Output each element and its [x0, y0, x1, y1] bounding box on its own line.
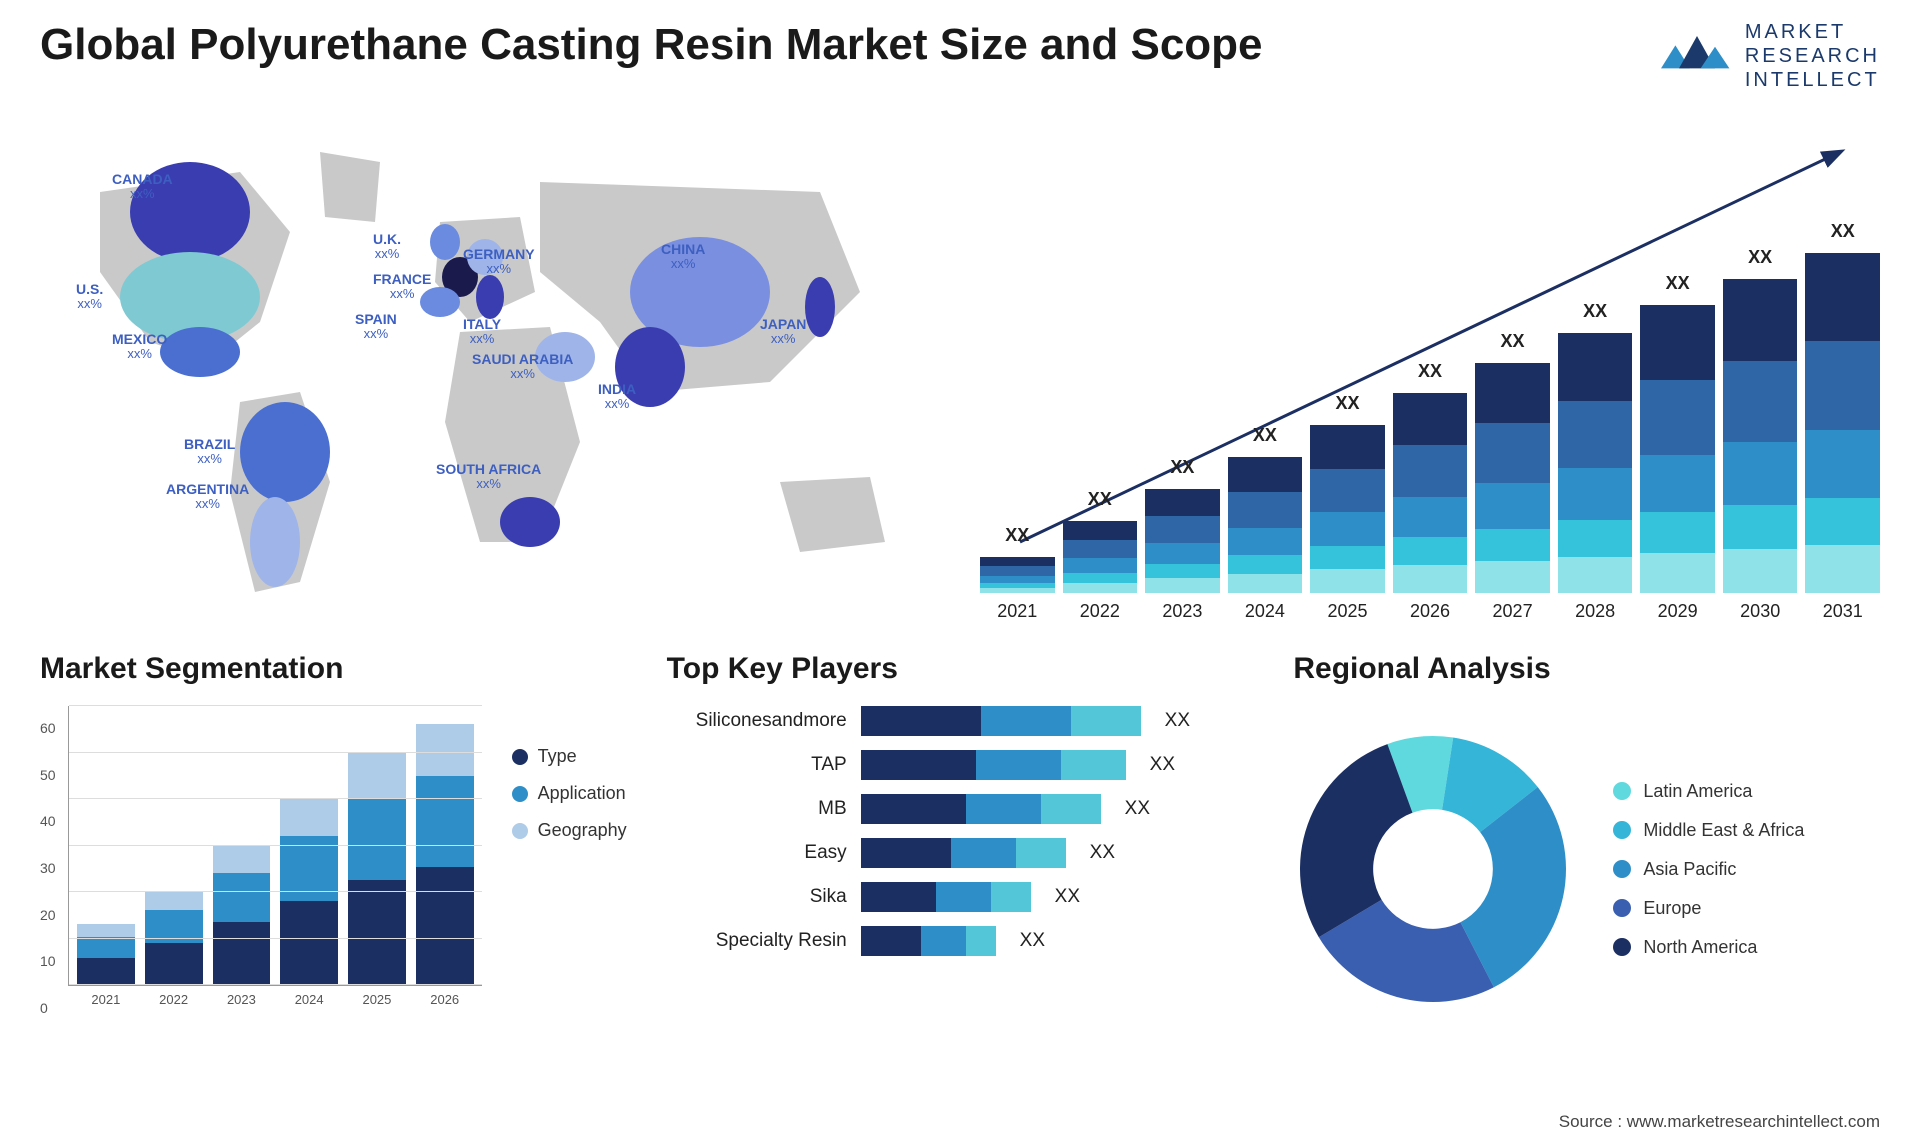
logo-line2: RESEARCH: [1745, 44, 1880, 68]
logo-line3: INTELLECT: [1745, 68, 1880, 92]
reg-legend-latin-america: Latin America: [1613, 781, 1804, 802]
growth-bar-2024: XX2024: [1228, 457, 1303, 622]
regional-legend: Latin America Middle East & Africa Asia Pa…: [1613, 781, 1804, 958]
seg-bar-2025: 2025: [348, 752, 406, 985]
brand-logo: MARKET RESEARCH INTELLECT: [1661, 20, 1880, 92]
segmentation-chart: 2021202220232024202520260102030405060: [40, 706, 482, 1032]
regional-panel: Regional Analysis Latin America Middle Ea…: [1293, 652, 1880, 1032]
seg-legend-application: Application: [512, 783, 627, 804]
regional-title: Regional Analysis: [1293, 652, 1880, 686]
kp-row-specialty-resin: Specialty ResinXX: [677, 926, 1254, 956]
donut-slice-north-america: [1300, 744, 1412, 937]
growth-bar-2031: XX2031: [1805, 253, 1880, 622]
regional-donut-chart: [1293, 729, 1573, 1009]
map-label-mexico: MEXICOxx%: [112, 332, 167, 362]
growth-bar-2022: XX2022: [1063, 521, 1138, 622]
seg-legend-type: Type: [512, 746, 627, 767]
reg-legend-middle-east-africa: Middle East & Africa: [1613, 820, 1804, 841]
map-label-spain: SPAINxx%: [355, 312, 397, 342]
map-label-india: INDIAxx%: [598, 382, 636, 412]
map-label-japan: JAPANxx%: [760, 317, 806, 347]
kp-row-easy: EasyXX: [677, 838, 1254, 868]
seg-bar-2021: 2021: [77, 924, 135, 985]
kp-row-mb: MBXX: [677, 794, 1254, 824]
map-label-china: CHINAxx%: [661, 242, 705, 272]
key-players-title: Top Key Players: [667, 652, 1254, 686]
logo-mountains-icon: [1661, 30, 1733, 83]
growth-bar-2030: XX2030: [1723, 279, 1798, 622]
map-label-argentina: ARGENTINAxx%: [166, 482, 249, 512]
map-label-canada: CANADAxx%: [112, 172, 173, 202]
segmentation-panel: Market Segmentation 20212022202320242025…: [40, 652, 627, 1032]
growth-bar-2028: XX2028: [1558, 333, 1633, 622]
map-label-italy: ITALYxx%: [463, 317, 501, 347]
seg-legend-geography: Geography: [512, 820, 627, 841]
segmentation-legend: Type Application Geography: [512, 706, 627, 1032]
map-label-u.s.: U.S.xx%: [76, 282, 103, 312]
map-label-brazil: BRAZILxx%: [184, 437, 235, 467]
growth-bar-2023: XX2023: [1145, 489, 1220, 622]
key-players-panel: Top Key Players SiliconesandmoreXX TAPXX M…: [667, 652, 1254, 1032]
kp-row-tap: TAPXX: [677, 750, 1254, 780]
kp-row-siliconesandmore: SiliconesandmoreXX: [677, 706, 1254, 736]
reg-legend-europe: Europe: [1613, 898, 1804, 919]
growth-bar-2026: XX2026: [1393, 393, 1468, 622]
map-label-germany: GERMANYxx%: [463, 247, 535, 277]
segmentation-title: Market Segmentation: [40, 652, 627, 686]
logo-line1: MARKET: [1745, 20, 1880, 44]
growth-bar-2029: XX2029: [1640, 305, 1715, 622]
page-title: Global Polyurethane Casting Resin Market…: [40, 20, 1263, 70]
map-label-south-africa: SOUTH AFRICAxx%: [436, 462, 541, 492]
key-players-chart: SiliconesandmoreXX TAPXX MBXX EasyXX SikaXX S…: [667, 706, 1254, 956]
growth-chart: XX2021XX2022XX2023XX2024XX2025XX2026XX20…: [980, 122, 1880, 622]
seg-bar-2026: 2026: [416, 724, 474, 985]
reg-legend-north-america: North America: [1613, 937, 1804, 958]
reg-legend-asia-pacific: Asia Pacific: [1613, 859, 1804, 880]
growth-bar-2021: XX2021: [980, 557, 1055, 622]
source-text: Source : www.marketresearchintellect.com: [1559, 1112, 1880, 1132]
map-label-france: FRANCExx%: [373, 272, 431, 302]
growth-bar-2027: XX2027: [1475, 363, 1550, 622]
world-map: CANADAxx% U.S.xx% MEXICOxx% BRAZILxx% ARGENT…: [40, 122, 940, 622]
map-label-saudi-arabia: SAUDI ARABIAxx%: [472, 352, 573, 382]
kp-row-sika: SikaXX: [677, 882, 1254, 912]
growth-bar-2025: XX2025: [1310, 425, 1385, 622]
seg-bar-2023: 2023: [213, 845, 271, 985]
map-label-u.k.: U.K.xx%: [373, 232, 401, 262]
